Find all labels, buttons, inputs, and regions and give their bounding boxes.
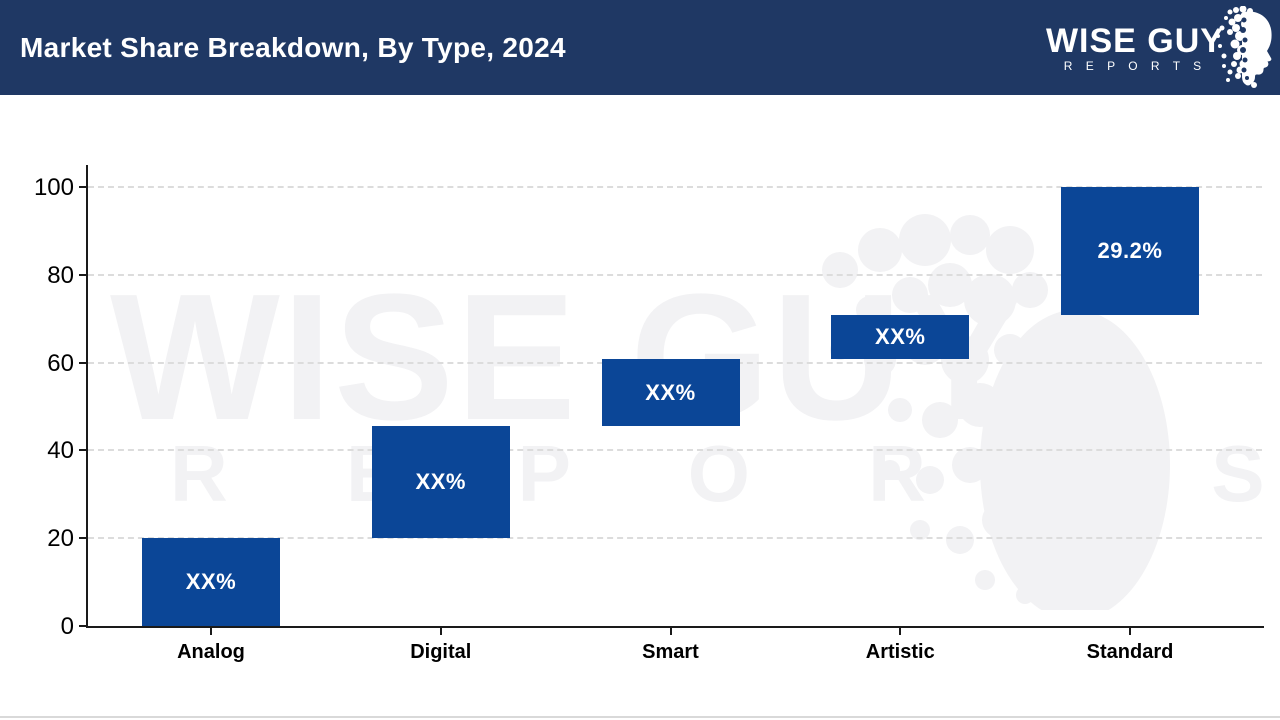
- y-axis-line: [86, 165, 88, 628]
- x-axis-line: [86, 626, 1264, 628]
- x-tick-standard: [1129, 628, 1131, 635]
- gridline-20: [88, 537, 1262, 540]
- x-tick-analog: [210, 628, 212, 635]
- y-tick-40: [79, 449, 87, 452]
- y-tick-label-20: 20: [47, 525, 74, 553]
- x-axis-label-digital: Digital: [410, 641, 472, 663]
- y-tick-label-0: 0: [60, 613, 74, 640]
- brand-logo: WISE GUY R E P O R T S: [1046, 5, 1272, 90]
- y-tick-80: [79, 273, 87, 276]
- logo-reports-text: R E P O R T S: [1063, 58, 1207, 73]
- y-tick-20: [79, 537, 87, 540]
- logo-face-icon: [1216, 5, 1272, 88]
- x-axis-label-artistic: Artistic: [865, 641, 935, 663]
- bar-value-label-digital: XX%: [415, 469, 466, 495]
- y-tick-label-80: 80: [47, 261, 74, 289]
- y-tick-label-40: 40: [47, 437, 74, 465]
- bar-value-label-standard: 29.2%: [1097, 238, 1163, 264]
- x-axis-label-analog: Analog: [177, 641, 245, 663]
- y-tick-100: [79, 186, 87, 188]
- logo-text: WISE GUY R E P O R T S: [1046, 24, 1224, 72]
- x-axis-label-standard: Standard: [1086, 641, 1174, 663]
- x-tick-artistic: [899, 628, 902, 635]
- gridline-100: [88, 186, 1262, 188]
- y-tick-label-100: 100: [33, 174, 74, 201]
- x-tick-digital: [439, 628, 442, 635]
- bar-artistic: XX%: [831, 315, 970, 360]
- bar-value-label-artistic: XX%: [875, 324, 926, 350]
- bar-digital: XX%: [371, 426, 510, 539]
- x-axis-label-smart: Smart: [642, 641, 699, 663]
- header-bar: Market Share Breakdown, By Type, 2024 WI…: [0, 0, 1280, 95]
- gridline-80: [88, 273, 1262, 276]
- gridline-40: [88, 449, 1262, 452]
- bar-analog: XX%: [142, 538, 280, 626]
- footer-divider: [0, 716, 1280, 718]
- y-tick-60: [79, 361, 87, 364]
- x-tick-smart: [669, 628, 672, 635]
- y-tick-0: [79, 625, 87, 627]
- bar-value-label-smart: XX%: [645, 379, 696, 405]
- logo-wiseguy-text: WISE GUY: [1045, 21, 1224, 60]
- bar-standard: 29.2%: [1061, 187, 1199, 316]
- bar-smart: XX%: [601, 359, 740, 427]
- chart-title: Market Share Breakdown, By Type, 2024: [20, 31, 566, 63]
- y-tick-label-60: 60: [47, 349, 74, 377]
- bar-value-label-analog: XX%: [185, 569, 237, 595]
